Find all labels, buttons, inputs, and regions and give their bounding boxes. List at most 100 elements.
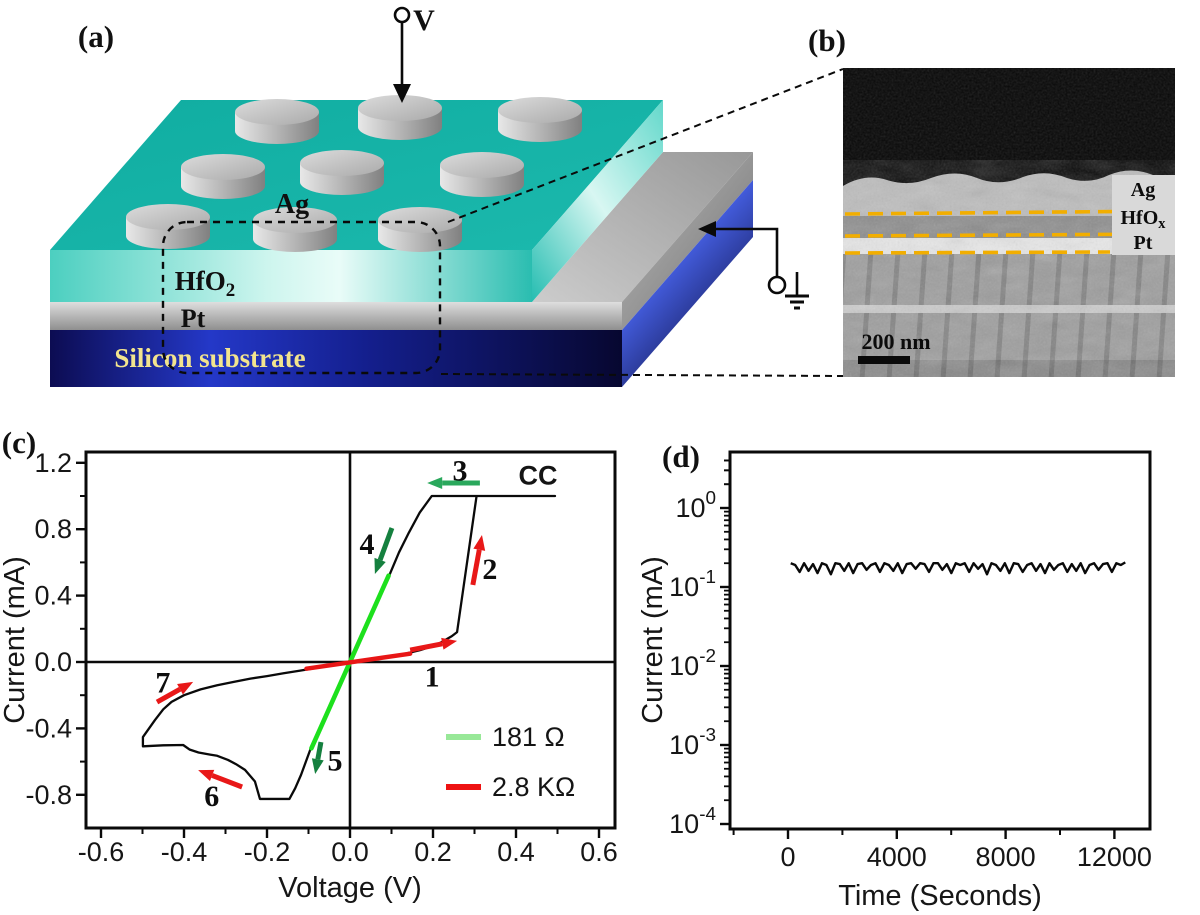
y-tick-label: -0.4 — [25, 713, 72, 743]
sweep-arrow-2-head — [473, 535, 486, 551]
axis-ticks-d: 0 4000 8000 12000 100 10-1 10-2 10-3 10-4 — [669, 459, 1152, 872]
y-tick-label: 10-4 — [669, 804, 716, 839]
y-tick-label: 0.4 — [34, 581, 72, 611]
sem-layer-label: HfOx — [1121, 207, 1167, 232]
ag-cylinder-top — [181, 154, 265, 180]
panel-a-device-schematic: (a) Ag HfO2 Pt Silicon substrate V — [50, 4, 844, 387]
x-tick-label: 0.0 — [331, 837, 369, 867]
panel-a-letter: (a) — [78, 19, 114, 54]
iv-curve-series — [141, 494, 557, 801]
scale-bar — [858, 356, 910, 364]
y-tick-label: 0.0 — [34, 647, 72, 677]
layer-boundary-dash-1 — [844, 209, 1174, 216]
x-axis-title-d: Time (Seconds) — [838, 880, 1042, 912]
y-tick-label: 10-2 — [669, 646, 716, 681]
substrate-label: Silicon substrate — [114, 343, 305, 373]
sweep-arrow-7 — [155, 687, 182, 705]
retention-LRS — [790, 561, 1126, 576]
sweep-step-label-6: 6 — [204, 780, 219, 813]
sweep-arrow-7-head — [177, 681, 194, 695]
sweep-step-label-2: 2 — [482, 553, 497, 586]
iv-annotations: 1 2 3 4 5 6 7 CC — [155, 455, 557, 813]
sweep-arrow-3-head — [427, 477, 443, 490]
sweep-arrow-5 — [315, 741, 324, 760]
y-axis-title-c: Current (mA) — [0, 556, 31, 724]
pt-side-face — [622, 152, 753, 330]
sweep-step-label-1: 1 — [425, 661, 440, 694]
scale-bar-label: 200 nm — [861, 329, 930, 354]
panel-c-iv-chart: (c) -0.6 -0.4 -0.2 0.0 0.2 0.4 0.6 -0.8 -0.4 0.0 0… — [0, 425, 618, 904]
x-tick-label: -0.4 — [161, 837, 208, 867]
sweep-step-label-5: 5 — [328, 745, 343, 778]
layer-boundary-dash-3 — [844, 250, 1111, 255]
ag-cylinder-top — [440, 152, 524, 178]
sem-layer-label: Ag — [1131, 179, 1155, 201]
panel-d-letter: (d) — [662, 439, 700, 474]
compliance-current-label: CC — [518, 461, 557, 491]
hrs-fit-2.8-kohm — [304, 651, 413, 671]
x-tick-label: 0.6 — [580, 837, 618, 867]
panel-d-retention-chart: (d) 0 4000 8000 12000 100 10-1 10-2 10-3 10-4 Ti… — [637, 439, 1152, 912]
axis-ticks-c: -0.6 -0.4 -0.2 0.0 0.2 0.4 0.6 -0.8 -0.4 0.0 0.4 0.… — [25, 448, 617, 867]
pt-label: Pt — [181, 304, 206, 333]
ag-cylinder-top — [253, 207, 337, 233]
sweep-step-label-4: 4 — [360, 528, 375, 561]
x-tick-label: 4000 — [867, 842, 927, 872]
sweep-arrow-5-head — [311, 758, 324, 775]
pt-front-face — [50, 302, 622, 330]
sem-layer-label: Pt — [1134, 232, 1153, 254]
ground-icon — [698, 221, 809, 310]
sweep-arrow-4-head — [374, 557, 386, 575]
y-tick-label: -0.8 — [25, 780, 72, 810]
x-tick-label: 12000 — [1077, 842, 1152, 872]
sem-layer-label-box — [1112, 175, 1175, 255]
legend-label-2: 2.8 KΩ — [492, 772, 575, 802]
ag-electrode-array — [126, 95, 582, 252]
x-tick-label: -0.6 — [78, 837, 125, 867]
x-axis-title-c: Voltage (V) — [278, 872, 421, 904]
y-axis-title-d: Current (mA) — [637, 556, 669, 724]
sweep-arrow-6 — [211, 773, 243, 790]
voltage-probe-icon: V — [393, 4, 435, 103]
x-tick-label: -0.2 — [244, 837, 291, 867]
zoom-region-outline — [161, 220, 442, 375]
x-tick-label: 8000 — [976, 842, 1036, 872]
hfo2-label: HfO2 — [175, 266, 235, 301]
ag-cylinder-top — [498, 97, 582, 123]
ag-cylinder-top — [235, 99, 319, 125]
sweep-arrow-4 — [377, 527, 395, 561]
pt-top-face — [532, 152, 753, 302]
y-tick-label: 0.8 — [34, 514, 72, 544]
x-tick-label: 0 — [780, 842, 795, 872]
sweep-arrow-6-head — [198, 769, 215, 782]
sweep-arrow-1-head — [441, 637, 458, 650]
ag-cylinder-top — [300, 150, 384, 176]
sweep-step-label-3: 3 — [452, 455, 467, 488]
panel-b-letter: (b) — [808, 23, 846, 58]
y-tick-label: 10-1 — [669, 567, 716, 602]
x-tick-label: 0.4 — [497, 837, 535, 867]
silicon-side-face — [622, 180, 753, 387]
iv-legend: 181 Ω 2.8 KΩ — [446, 722, 575, 802]
sweep-step-label-7: 7 — [155, 667, 170, 700]
ag-cylinder-top — [378, 207, 462, 233]
ag-label: Ag — [275, 189, 309, 220]
y-tick-label: 10-3 — [669, 725, 716, 760]
y-tick-label: 1.2 — [34, 448, 72, 478]
y-tick-label: 100 — [675, 488, 716, 523]
panel-c-letter: (c) — [2, 425, 36, 460]
retention-series — [790, 561, 1126, 576]
hfo2-front-face — [50, 250, 532, 302]
pointer-line-top — [447, 68, 844, 223]
x-tick-label: 0.2 — [414, 837, 452, 867]
layer-boundary-dash-2 — [844, 232, 1174, 238]
sweep-arrow-1 — [409, 641, 443, 653]
ag-cylinder-top — [126, 204, 210, 230]
voltage-label: V — [413, 4, 435, 37]
ag-cylinder-top — [358, 95, 442, 121]
silicon-front-face — [50, 330, 622, 387]
